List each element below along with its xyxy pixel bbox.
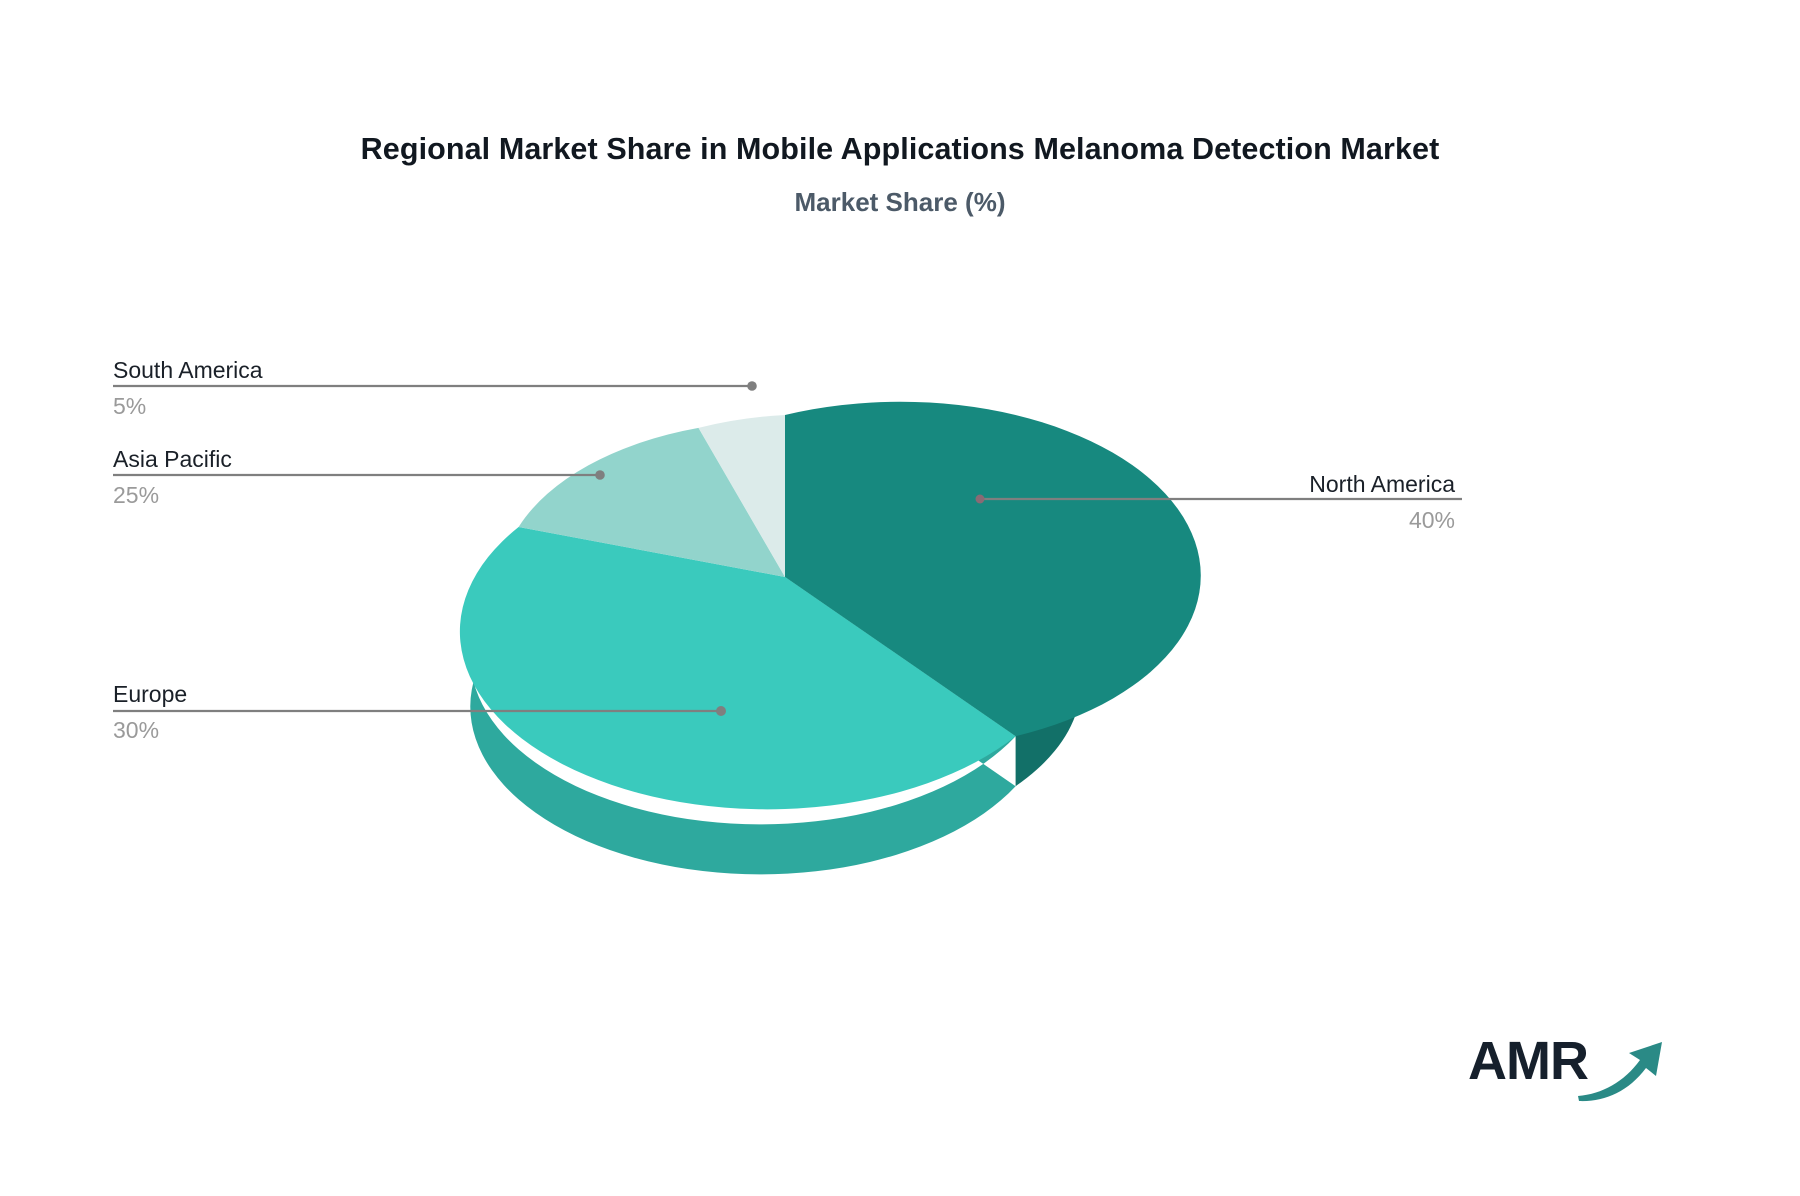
- leader-dots: [595, 381, 985, 716]
- leader-dot-north-america: [975, 494, 985, 504]
- value-south-america: 5%: [113, 393, 147, 419]
- label-europe: Europe: [113, 681, 188, 707]
- amr-logo-text: AMR: [1468, 1031, 1589, 1091]
- pie-slice-europe: [459, 527, 1016, 810]
- pie-slice-asia-pacific: [518, 427, 785, 577]
- pie-slice-north-america: [785, 401, 1201, 737]
- leader-lines: [113, 384, 1462, 713]
- label-asia-pacific: Asia Pacific: [113, 446, 232, 472]
- leader-dot-asia-pacific: [595, 470, 605, 480]
- label-south-america: South America: [113, 357, 263, 383]
- pie-top-face: [459, 401, 1201, 810]
- leader-dot-europe: [716, 706, 726, 716]
- chart-title: Regional Market Share in Mobile Applicat…: [360, 132, 1440, 166]
- label-north-america: North America: [1309, 471, 1455, 497]
- value-north-america: 40%: [1408, 507, 1455, 533]
- pie-slice-south-america: [698, 415, 785, 577]
- value-europe: 30%: [113, 717, 160, 743]
- pie-side-north-america: [1015, 577, 1082, 787]
- chart-subtitle: Market Share (%): [794, 187, 1006, 217]
- amr-logo: AMR: [1468, 1026, 1662, 1106]
- value-asia-pacific: 25%: [113, 482, 160, 508]
- trend-up-arrow-icon: [1578, 1042, 1662, 1102]
- leader-dot-south-america: [747, 381, 757, 391]
